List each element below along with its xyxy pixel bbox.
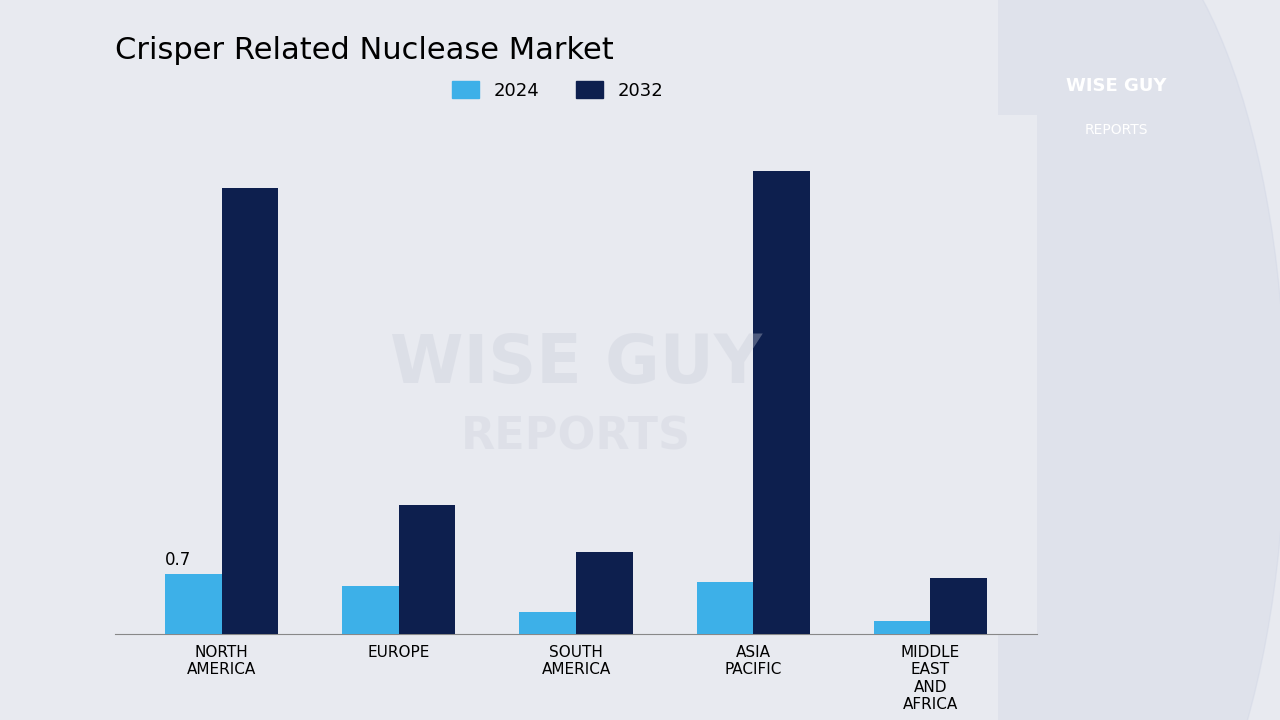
Bar — [342, 587, 399, 634]
Bar — [931, 578, 987, 634]
Bar — [874, 621, 931, 634]
Bar — [753, 171, 810, 634]
Bar — [576, 552, 632, 634]
Bar — [696, 582, 753, 634]
Text: Crisper Related Nuclease Market: Crisper Related Nuclease Market — [115, 36, 614, 65]
Text: WISE GUY: WISE GUY — [1066, 77, 1167, 95]
Circle shape — [881, 0, 1280, 720]
Bar — [399, 505, 456, 634]
Legend: 2024, 2032: 2024, 2032 — [443, 73, 672, 109]
Bar — [165, 574, 221, 634]
Text: REPORTS: REPORTS — [461, 415, 691, 458]
Text: WISE GUY: WISE GUY — [390, 331, 762, 397]
Bar — [221, 188, 278, 634]
Text: 0.7: 0.7 — [165, 552, 192, 570]
Bar — [520, 612, 576, 634]
Text: REPORTS: REPORTS — [1085, 122, 1148, 137]
